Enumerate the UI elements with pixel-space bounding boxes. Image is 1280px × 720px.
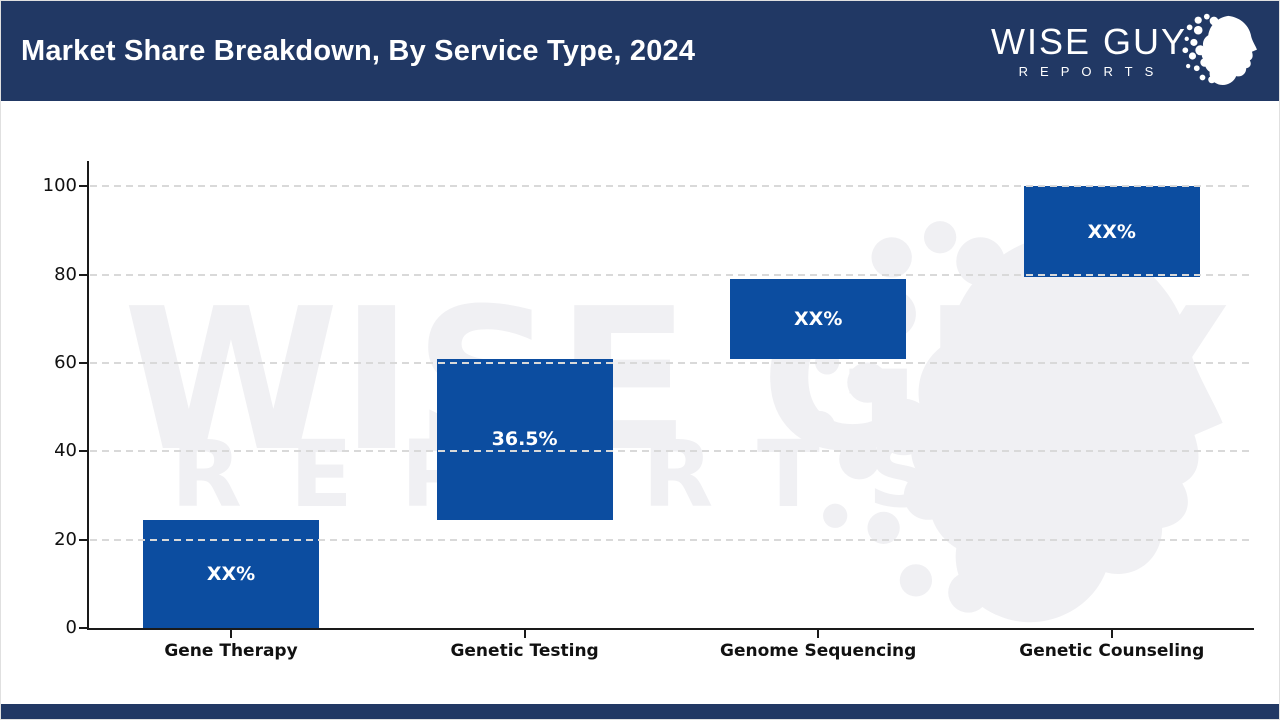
- wise-guy-logo: WISE GUY REPORTS: [991, 7, 1267, 95]
- bar-genetic-testing: [436, 358, 613, 520]
- gridline-80: [90, 273, 1254, 276]
- y-tick-mark-0: [79, 627, 87, 629]
- y-tick-label-80: 80: [54, 263, 77, 285]
- logo-wiseguy-text: WISE GUY: [990, 21, 1187, 62]
- y-tick-label-40: 40: [54, 440, 77, 462]
- x-axis-line: [87, 628, 1254, 630]
- logo-head-icon: [1181, 11, 1267, 91]
- bar-genetic-counseling: [1023, 186, 1200, 277]
- bar-gene-therapy: [143, 519, 319, 628]
- gridline-60: [90, 361, 1254, 364]
- x-tick-mark-1: [523, 630, 526, 638]
- y-tick-mark-100: [79, 185, 87, 188]
- x-tick-mark-0: [230, 630, 232, 638]
- y-tick-mark-40: [79, 450, 87, 453]
- x-tick-mark-3: [1110, 630, 1113, 638]
- y-tick-mark-80: [79, 273, 87, 276]
- y-tick-mark-20: [79, 538, 87, 541]
- y-axis-line: [87, 161, 89, 630]
- y-tick-label-100: 100: [42, 175, 77, 197]
- header-bar: Market Share Breakdown, By Service Type,…: [1, 1, 1279, 101]
- bar-value-label: XX%: [206, 562, 256, 585]
- gridline-40: [90, 450, 1254, 453]
- x-tick-mark-2: [817, 630, 820, 638]
- bar-value-label: 36.5%: [491, 428, 558, 451]
- y-tick-mark-60: [79, 361, 87, 364]
- logo-reports-text: REPORTS: [1018, 64, 1166, 79]
- y-tick-label-0: 0: [65, 617, 77, 638]
- x-category-label: Genetic Testing: [450, 641, 599, 661]
- x-category-label: Genetic Counseling: [1019, 641, 1205, 661]
- x-category-label: Genome Sequencing: [720, 641, 917, 661]
- gridline-20: [90, 538, 1254, 541]
- bar-value-label: XX%: [1087, 220, 1136, 243]
- bar-value-label: XX%: [794, 307, 843, 330]
- y-tick-label-60: 60: [54, 351, 77, 373]
- logo-text: WISE GUY REPORTS: [990, 21, 1187, 79]
- chart-title: Market Share Breakdown, By Service Type,…: [21, 34, 696, 67]
- x-category-label: Gene Therapy: [164, 641, 298, 661]
- y-tick-label-20: 20: [54, 528, 77, 550]
- bar-genome-sequencing: [730, 279, 907, 359]
- gridline-100: [90, 185, 1254, 188]
- footer-bar: [1, 704, 1279, 719]
